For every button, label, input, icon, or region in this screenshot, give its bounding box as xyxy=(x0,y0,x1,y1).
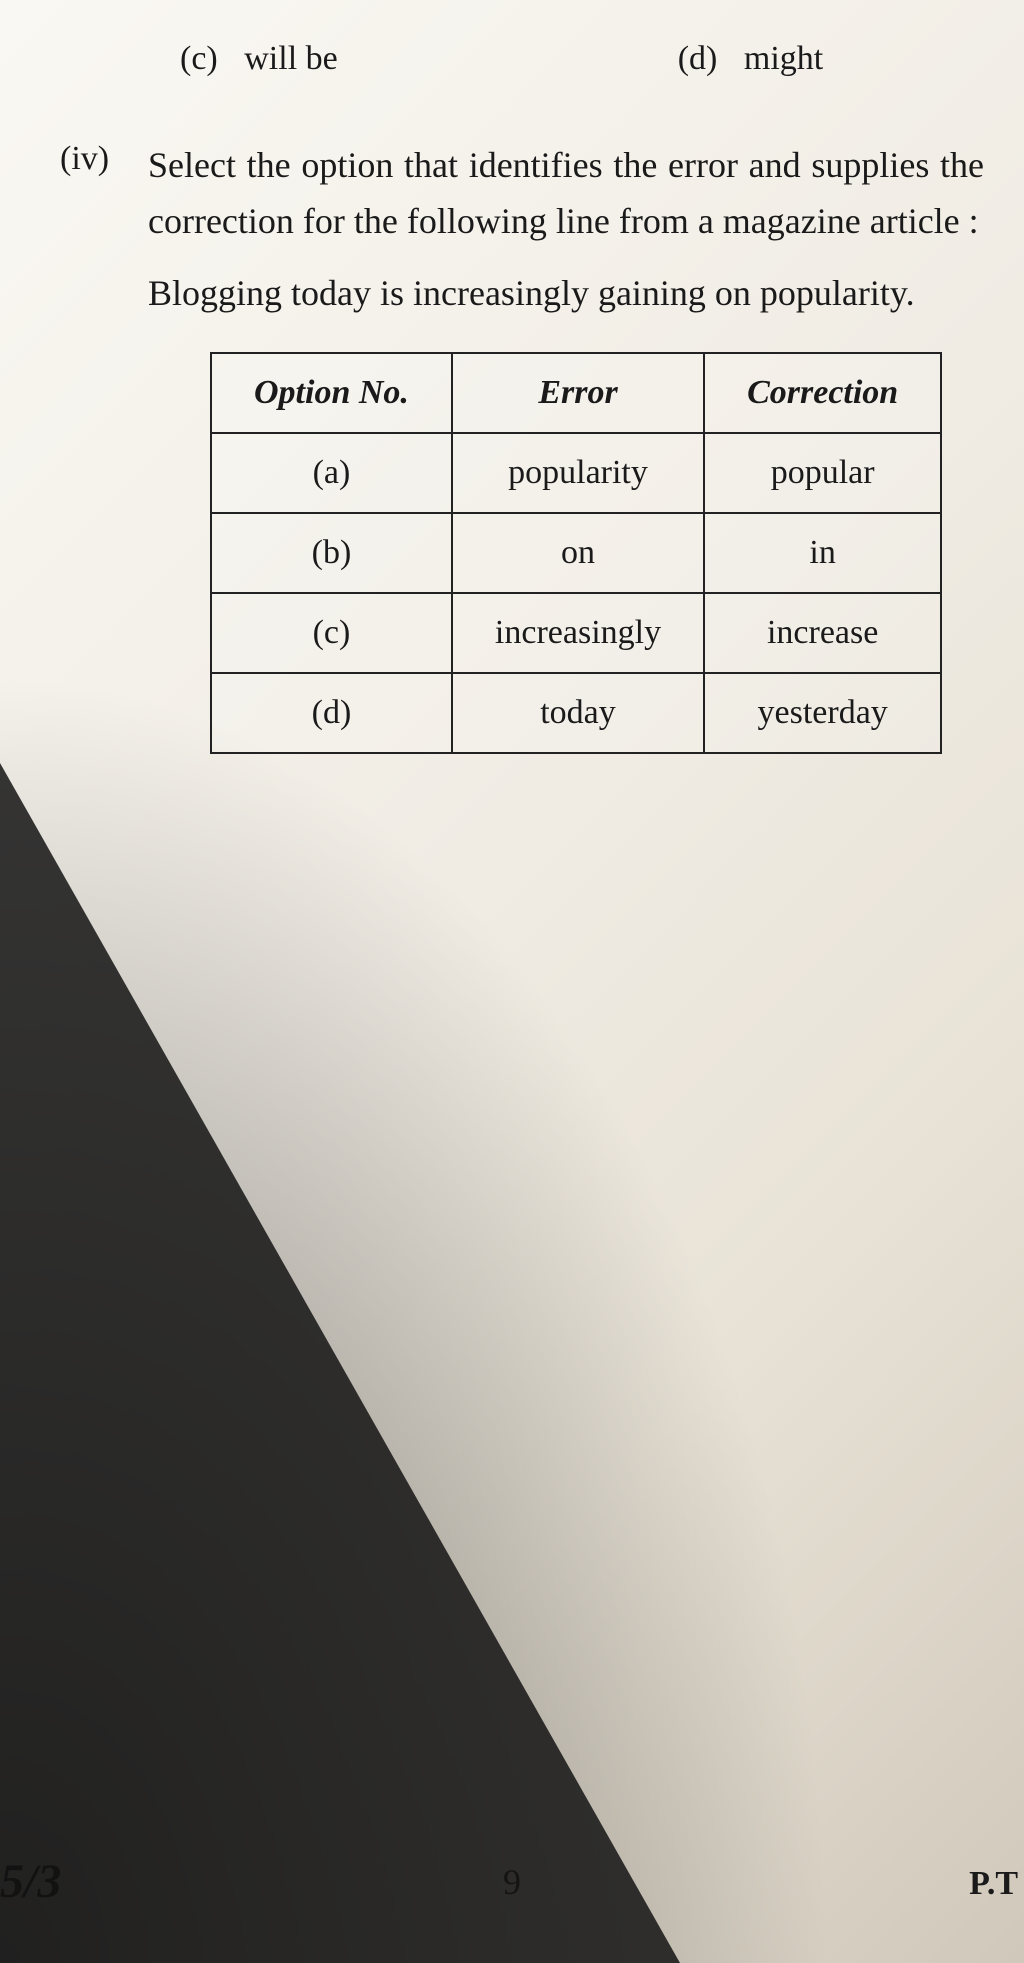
option-c: (c) will be xyxy=(180,40,338,78)
prev-question-options: (c) will be (d) might xyxy=(180,40,984,78)
cell-error: popularity xyxy=(452,433,704,513)
options-table: Option No. Error Correction (a) populari… xyxy=(210,352,942,754)
cell-opt: (b) xyxy=(211,513,452,593)
table-header-row: Option No. Error Correction xyxy=(211,353,941,433)
photo-shadow-soft xyxy=(0,563,900,1963)
cell-opt: (a) xyxy=(211,433,452,513)
cell-correction: yesterday xyxy=(704,673,941,753)
question-sentence: Blogging today is increasingly gaining o… xyxy=(148,272,984,314)
photo-shadow xyxy=(0,763,680,1963)
page: (c) will be (d) might (iv) Select the op… xyxy=(0,0,1024,1963)
cell-opt: (d) xyxy=(211,673,452,753)
cell-error: today xyxy=(452,673,704,753)
question-number: (iv) xyxy=(60,138,130,250)
option-d: (d) might xyxy=(678,40,824,78)
header-option-no: Option No. xyxy=(211,353,452,433)
footer-right: P.T xyxy=(969,1865,1018,1903)
footer-page-number: 9 xyxy=(503,1861,521,1903)
header-correction: Correction xyxy=(704,353,941,433)
table-row: (d) today yesterday xyxy=(211,673,941,753)
option-d-text: might xyxy=(744,40,823,77)
table-row: (a) popularity popular xyxy=(211,433,941,513)
cell-opt: (c) xyxy=(211,593,452,673)
content-area: (c) will be (d) might (iv) Select the op… xyxy=(60,40,984,754)
option-d-label: (d) xyxy=(678,40,718,78)
option-c-label: (c) xyxy=(180,40,218,78)
option-c-text: will be xyxy=(244,40,337,77)
cell-correction: popular xyxy=(704,433,941,513)
question-text: Select the option that identifies the er… xyxy=(148,138,984,250)
footer-left: 5/3 xyxy=(0,1854,61,1909)
cell-error: on xyxy=(452,513,704,593)
table-row: (c) increasingly increase xyxy=(211,593,941,673)
table-row: (b) on in xyxy=(211,513,941,593)
cell-correction: in xyxy=(704,513,941,593)
question-row: (iv) Select the option that identifies t… xyxy=(60,138,984,250)
cell-correction: increase xyxy=(704,593,941,673)
header-error: Error xyxy=(452,353,704,433)
cell-error: increasingly xyxy=(452,593,704,673)
